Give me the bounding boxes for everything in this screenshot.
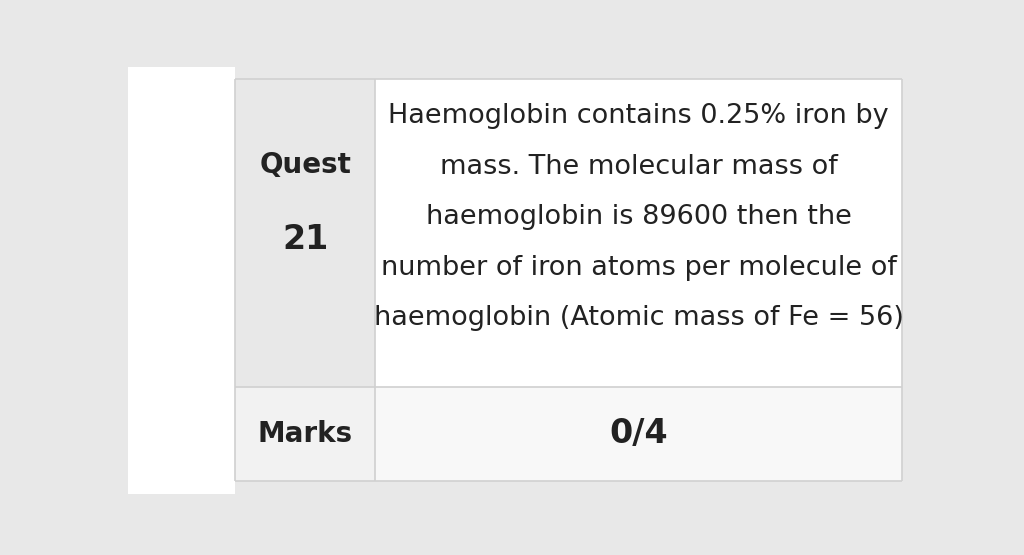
Text: haemoglobin is 89600 then the: haemoglobin is 89600 then the	[426, 204, 851, 230]
Bar	[375, 79, 902, 387]
Text: mass. The molecular mass of: mass. The molecular mass of	[439, 154, 838, 180]
Bar	[375, 387, 902, 481]
Text: Marks: Marks	[258, 420, 352, 448]
Text: number of iron atoms per molecule of: number of iron atoms per molecule of	[381, 255, 896, 281]
Bar	[236, 79, 375, 387]
Bar	[236, 387, 375, 481]
Bar	[128, 67, 236, 494]
Text: 21: 21	[282, 223, 329, 256]
Text: Quest: Quest	[259, 152, 351, 179]
Text: 0/4: 0/4	[609, 417, 668, 451]
Text: haemoglobin (Atomic mass of Fe = 56): haemoglobin (Atomic mass of Fe = 56)	[374, 305, 903, 331]
Text: Haemoglobin contains 0.25% iron by: Haemoglobin contains 0.25% iron by	[388, 103, 889, 129]
